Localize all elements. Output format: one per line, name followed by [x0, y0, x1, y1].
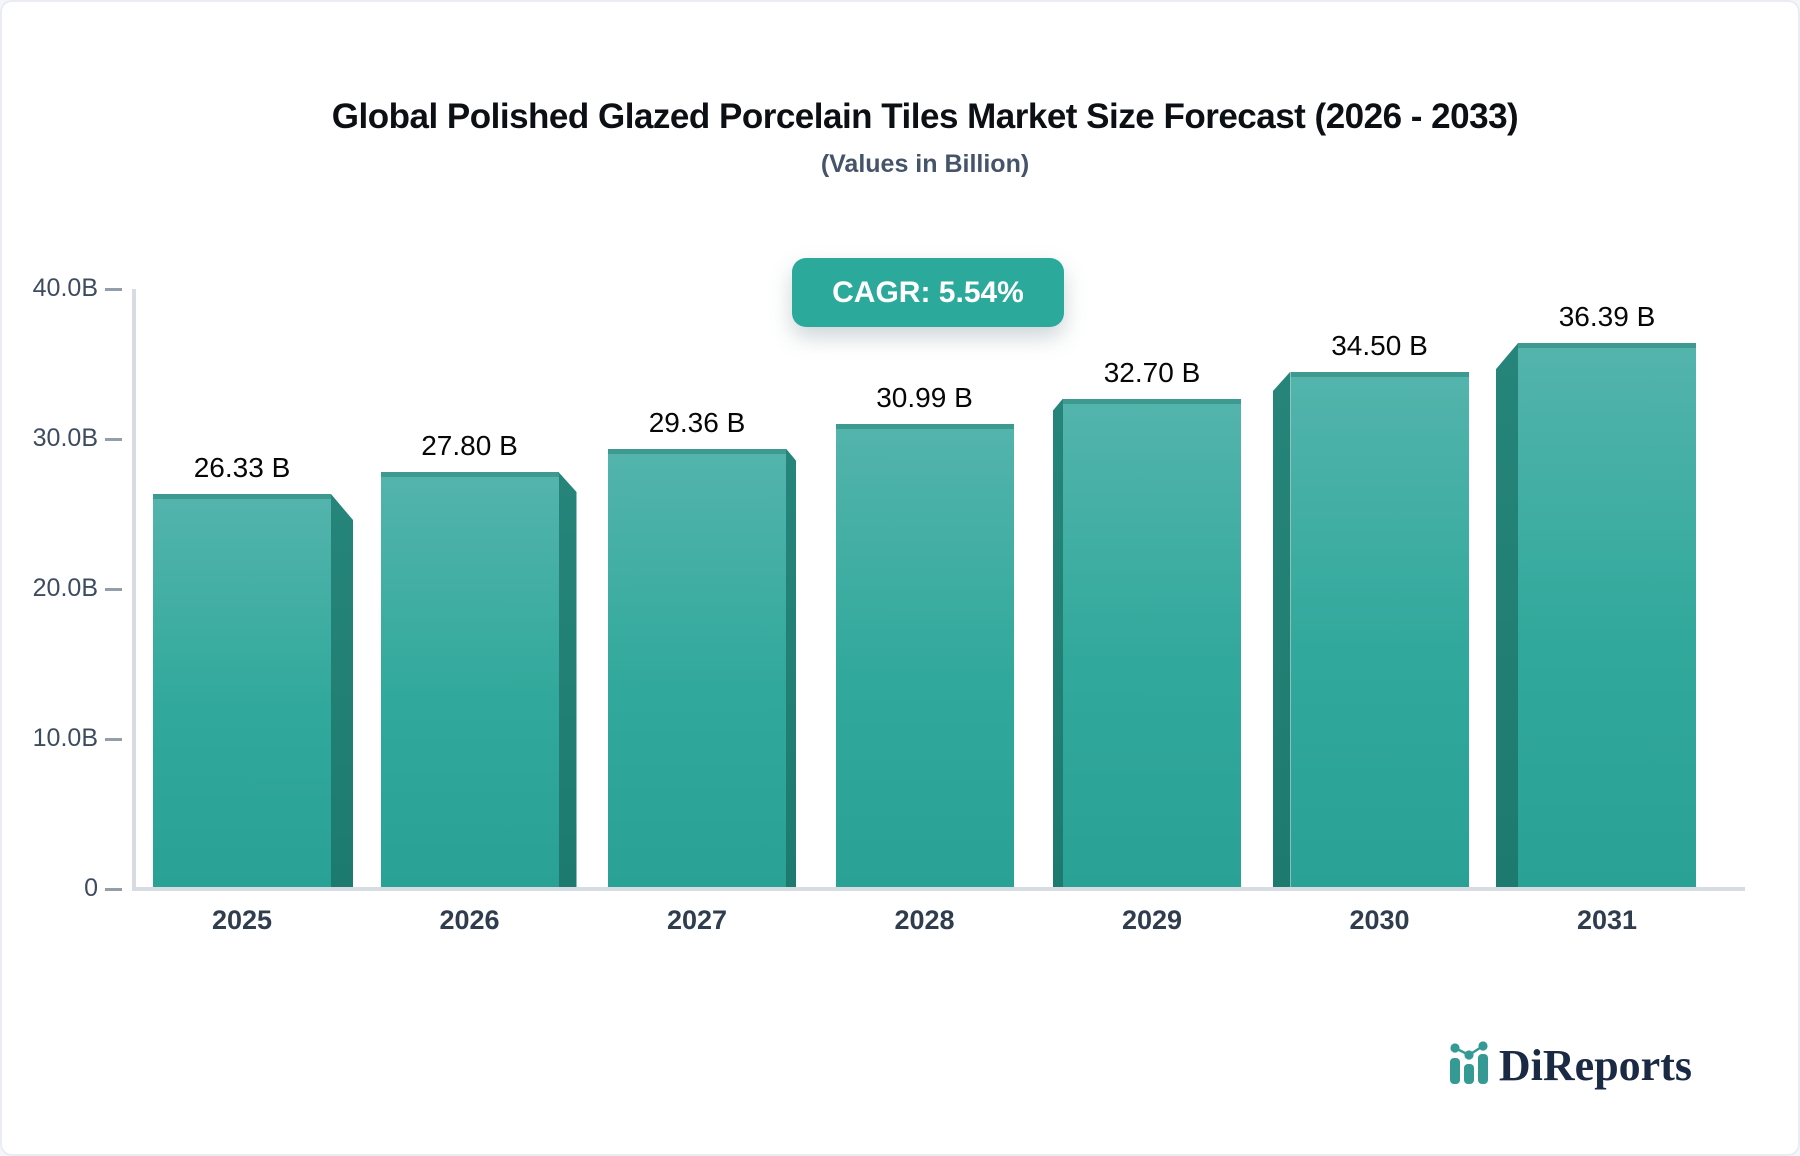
y-tick-dash: [105, 438, 122, 441]
x-category-label: 2025: [211, 905, 273, 935]
y-tick-label: 0: [84, 874, 98, 902]
bar-face: [153, 494, 331, 888]
y-tick-dash: [105, 588, 122, 591]
bar-face: [1063, 398, 1241, 888]
x-category-label: 2026: [439, 905, 500, 935]
x-axis-line: [132, 887, 1745, 891]
bar-face: [608, 448, 786, 888]
y-tick-label: 10.0B: [32, 724, 98, 752]
x-category-label: 2031: [1576, 905, 1638, 935]
x-category-label: 2027: [666, 905, 728, 935]
bar-value-label: 26.33 B: [193, 452, 291, 484]
logo-text: DiReports: [1498, 1041, 1692, 1090]
y-axis-line: [132, 289, 136, 891]
bar-value-label: 36.39 B: [1558, 301, 1656, 333]
bar-value-label: 34.50 B: [1331, 329, 1428, 361]
bar-face: [1290, 371, 1469, 888]
x-category-label: 2030: [1349, 905, 1410, 935]
bar-side: [1496, 343, 1518, 888]
bar-side: [1053, 398, 1063, 888]
x-category-label: 2029: [1121, 905, 1183, 935]
chart-subtitle: (Values in Billion): [820, 150, 1030, 178]
y-tick-dash: [105, 288, 122, 291]
bar-side: [786, 448, 796, 888]
cagr-badge: CAGR: 5.54%: [792, 258, 1064, 327]
direports-logo: DiReports: [1448, 1038, 1692, 1089]
mini-bar-chart-icon: [1448, 1038, 1490, 1089]
bar-face: [1518, 343, 1696, 888]
bar-face: [835, 424, 1014, 888]
bar-side: [558, 472, 577, 888]
y-tick-label: 30.0B: [32, 424, 98, 452]
x-category-label: 2028: [894, 905, 955, 935]
y-tick-label: 20.0B: [32, 574, 98, 602]
y-tick-dash: [105, 738, 122, 741]
bar-value-label: 29.36 B: [648, 406, 746, 438]
bar-side: [1272, 371, 1291, 888]
y-tick-dash: [105, 888, 122, 891]
y-tick-label: 40.0B: [32, 274, 98, 302]
bar-side: [331, 494, 353, 888]
chart-title: Global Polished Glazed Porcelain Tiles M…: [331, 97, 1519, 136]
bar-face: [380, 472, 559, 888]
bar-value-label: 32.70 B: [1103, 356, 1201, 388]
bar-value-label: 30.99 B: [876, 382, 973, 414]
bar-value-label: 27.80 B: [421, 430, 518, 461]
